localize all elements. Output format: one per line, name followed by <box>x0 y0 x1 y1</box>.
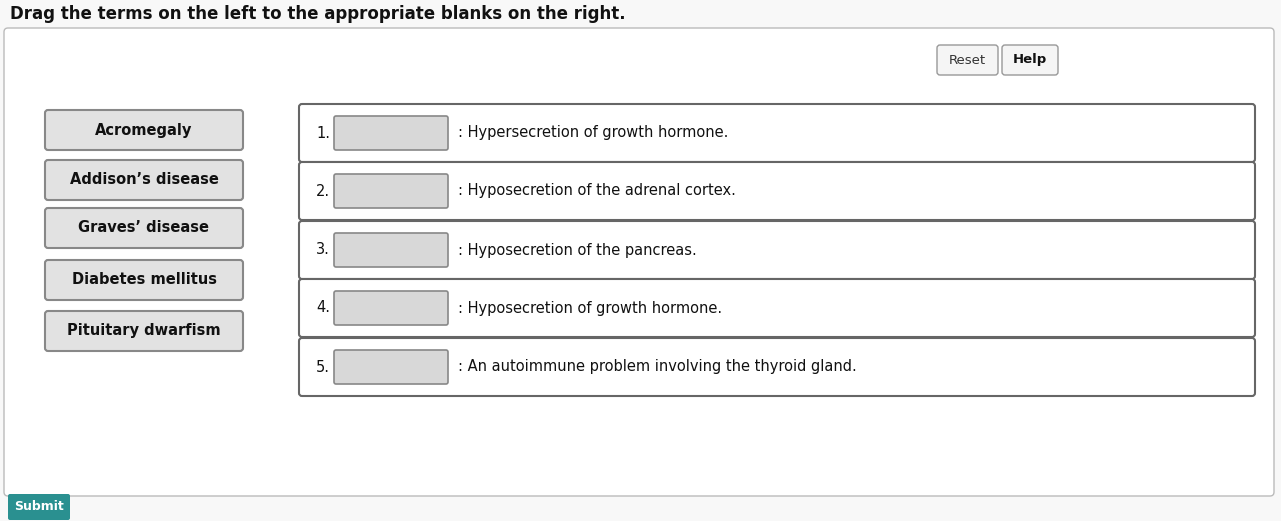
Text: Diabetes mellitus: Diabetes mellitus <box>72 272 216 288</box>
FancyBboxPatch shape <box>4 28 1275 496</box>
FancyBboxPatch shape <box>45 260 243 300</box>
FancyBboxPatch shape <box>298 221 1255 279</box>
Text: Pituitary dwarfism: Pituitary dwarfism <box>67 324 220 339</box>
Text: Help: Help <box>1013 54 1047 67</box>
FancyBboxPatch shape <box>334 291 448 325</box>
Text: : Hyposecretion of the adrenal cortex.: : Hyposecretion of the adrenal cortex. <box>459 183 735 199</box>
FancyBboxPatch shape <box>334 233 448 267</box>
Text: Drag the terms on the left to the appropriate blanks on the right.: Drag the terms on the left to the approp… <box>10 5 625 23</box>
Text: 5.: 5. <box>316 359 330 375</box>
FancyBboxPatch shape <box>298 279 1255 337</box>
Text: : An autoimmune problem involving the thyroid gland.: : An autoimmune problem involving the th… <box>459 359 857 375</box>
FancyBboxPatch shape <box>936 45 998 75</box>
Text: 4.: 4. <box>316 301 330 316</box>
Text: 3.: 3. <box>316 242 330 257</box>
FancyBboxPatch shape <box>8 494 70 520</box>
Text: 2.: 2. <box>316 183 330 199</box>
FancyBboxPatch shape <box>298 162 1255 220</box>
Text: 1.: 1. <box>316 126 330 141</box>
FancyBboxPatch shape <box>334 116 448 150</box>
Text: Submit: Submit <box>14 501 64 514</box>
FancyBboxPatch shape <box>45 311 243 351</box>
Text: Reset: Reset <box>949 54 986 67</box>
FancyBboxPatch shape <box>334 350 448 384</box>
FancyBboxPatch shape <box>1002 45 1058 75</box>
FancyBboxPatch shape <box>45 208 243 248</box>
Text: Acromegaly: Acromegaly <box>95 122 192 138</box>
Text: Graves’ disease: Graves’ disease <box>78 220 210 235</box>
FancyBboxPatch shape <box>298 338 1255 396</box>
Text: : Hyposecretion of growth hormone.: : Hyposecretion of growth hormone. <box>459 301 722 316</box>
FancyBboxPatch shape <box>334 174 448 208</box>
FancyBboxPatch shape <box>45 110 243 150</box>
Text: : Hyposecretion of the pancreas.: : Hyposecretion of the pancreas. <box>459 242 697 257</box>
Text: : Hypersecretion of growth hormone.: : Hypersecretion of growth hormone. <box>459 126 729 141</box>
FancyBboxPatch shape <box>298 104 1255 162</box>
FancyBboxPatch shape <box>45 160 243 200</box>
Text: Addison’s disease: Addison’s disease <box>69 172 219 188</box>
